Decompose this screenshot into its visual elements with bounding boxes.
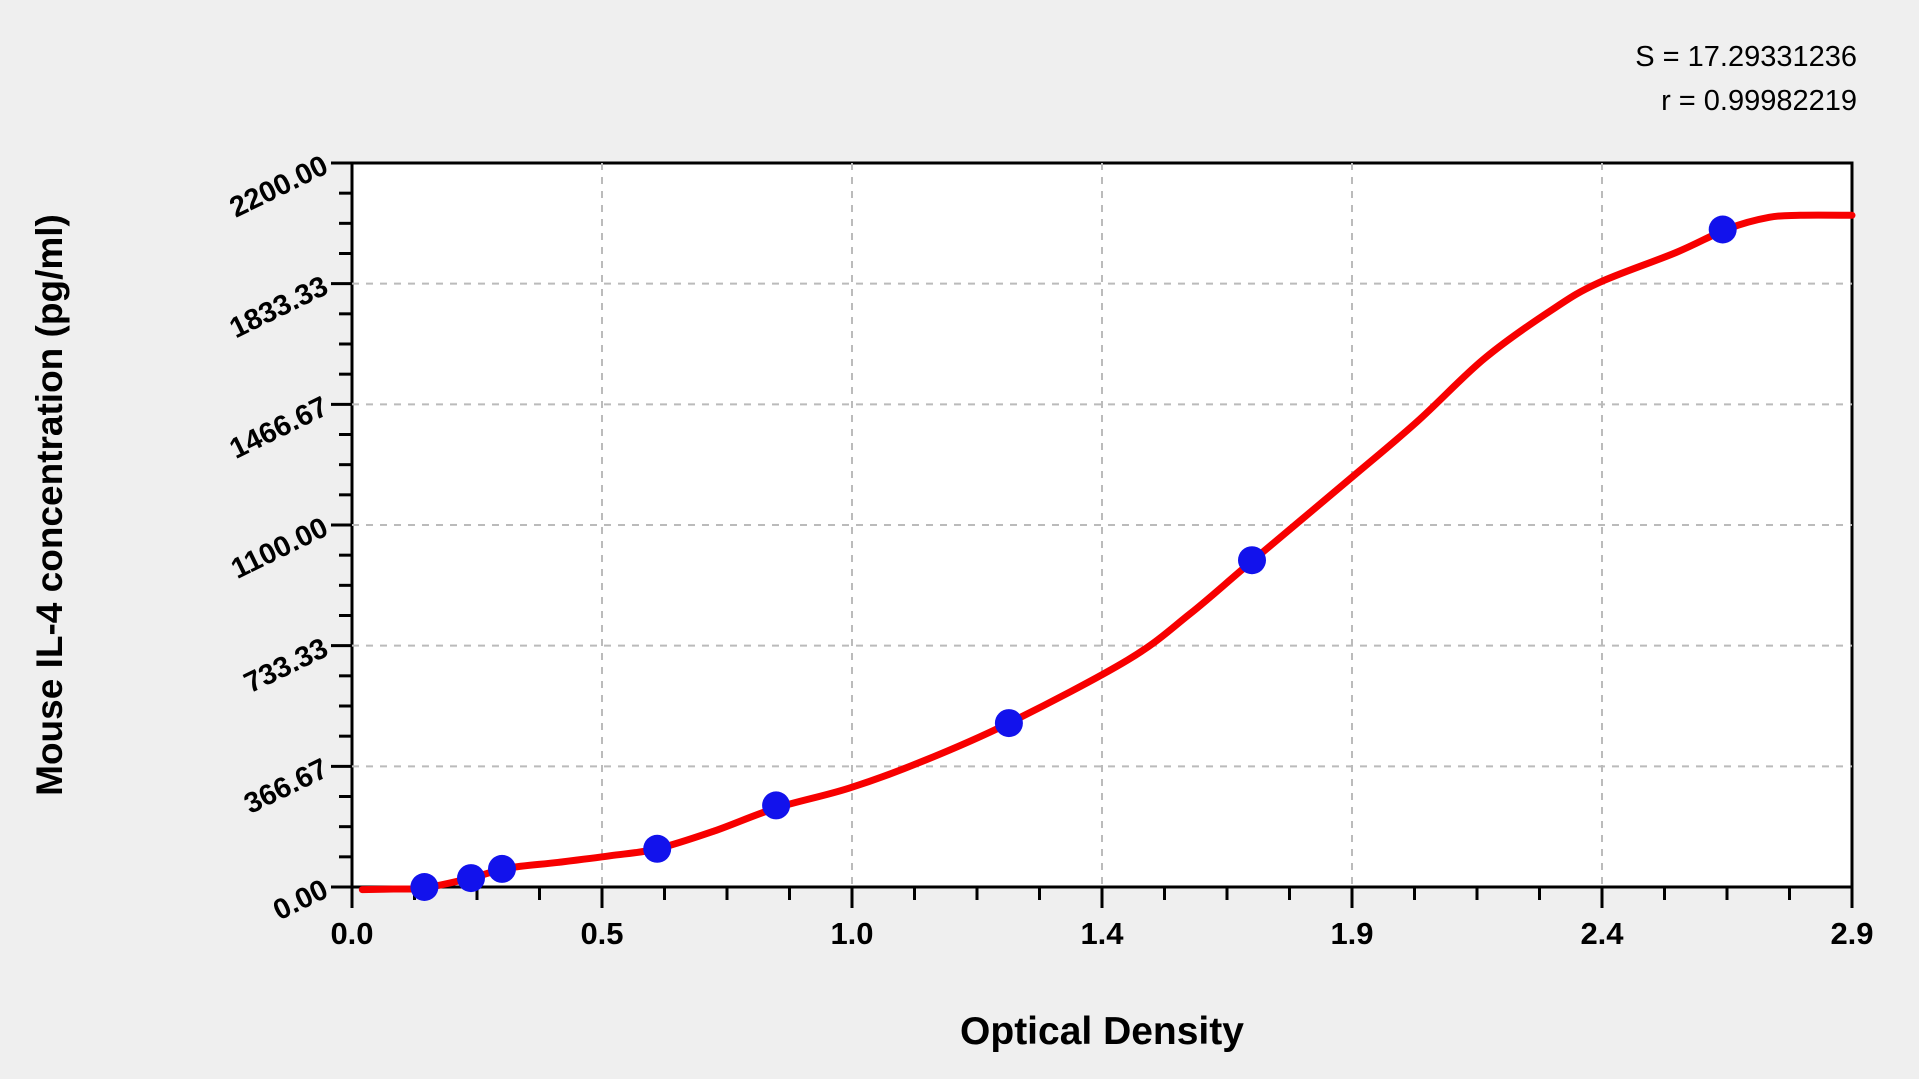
x-tick-label-1.9: 1.9 <box>1330 916 1373 951</box>
data-point-5 <box>762 791 791 820</box>
stat-s-value: S = 17.29331236 <box>1635 41 1857 73</box>
stat-r-value: r = 0.99982219 <box>1661 85 1857 117</box>
x-tick-label-2.4: 2.4 <box>1580 916 1624 951</box>
data-point-1 <box>410 873 439 901</box>
stats-block: S = 17.29331236 r = 0.99982219 <box>1635 41 1857 117</box>
y-axis-title: Mouse IL-4 concentration (pg/ml) <box>29 214 70 796</box>
x-axis-title: Optical Density <box>960 1010 1244 1053</box>
y-tick-label-1466.67: 1466.67 <box>225 391 333 466</box>
axis-ticks <box>331 161 1854 908</box>
y-tick-label-733.33: 733.33 <box>239 632 333 700</box>
x-tick-label-0.0: 0.0 <box>330 916 373 951</box>
y-tick-label-1100.00: 1100.00 <box>226 512 333 586</box>
data-point-8 <box>1708 215 1737 244</box>
data-points <box>410 215 1737 901</box>
data-point-7 <box>1238 546 1266 575</box>
y-tick-label-2200.00: 2200.00 <box>225 150 333 225</box>
data-point-6 <box>994 709 1023 738</box>
data-point-2 <box>457 864 485 893</box>
x-tick-label-2.9: 2.9 <box>1830 916 1873 951</box>
data-point-3 <box>488 854 516 883</box>
data-point-4 <box>643 834 672 863</box>
x-tick-label-0.5: 0.5 <box>580 916 623 951</box>
x-tick-label-1.4: 1.4 <box>1080 916 1124 951</box>
x-tick-label-1.0: 1.0 <box>830 916 873 951</box>
y-tick-label-366.67: 366.67 <box>239 753 333 821</box>
fit-curve-line <box>358 211 1856 894</box>
y-tick-label-0.00: 0.00 <box>268 874 333 928</box>
y-tick-label-1833.33: 1833.33 <box>225 270 333 345</box>
